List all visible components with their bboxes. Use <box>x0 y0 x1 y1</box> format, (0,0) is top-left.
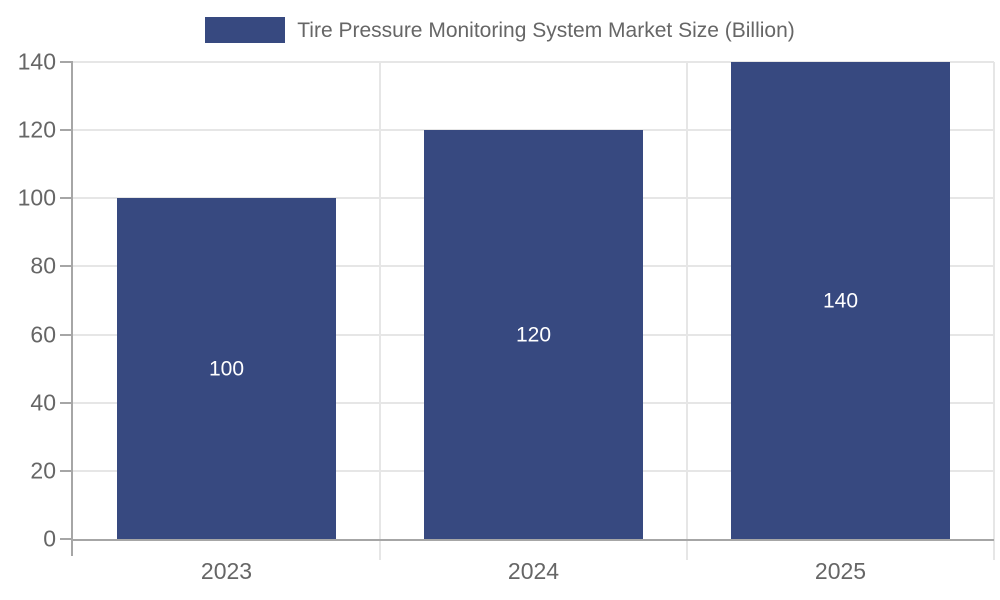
y-tick-label: 140 <box>17 48 56 75</box>
y-tick-label: 20 <box>30 457 56 484</box>
legend: Tire Pressure Monitoring System Market S… <box>0 14 1000 46</box>
y-axis-tick <box>60 61 73 63</box>
bar <box>116 198 337 539</box>
x-tick-label: 2024 <box>507 558 560 584</box>
x-tick-label: 2025 <box>814 558 867 584</box>
y-tick-label: 0 <box>43 525 56 552</box>
gridline-vertical <box>993 62 995 560</box>
x-axis-line <box>71 539 994 541</box>
y-tick-label: 60 <box>30 321 56 348</box>
gridline-vertical <box>685 62 688 560</box>
y-axis-tick <box>60 538 73 540</box>
bar <box>730 62 951 539</box>
legend-label: Tire Pressure Monitoring System Market S… <box>297 18 795 42</box>
y-tick-label: 80 <box>30 252 56 279</box>
y-axis-tick <box>60 197 73 200</box>
bar-value-label: 120 <box>515 323 552 347</box>
y-axis-tick <box>60 129 73 132</box>
y-tick-label: 40 <box>30 389 56 416</box>
gridline-horizontal <box>73 61 994 63</box>
plot-area: 0 20 40 60 80 100 120 140 100 2023 120 2024 140 2025 <box>18 50 995 583</box>
gridline-horizontal <box>73 129 994 132</box>
x-tick-label: 2023 <box>200 558 253 584</box>
legend-swatch <box>205 17 286 43</box>
y-axis-line <box>71 62 73 556</box>
y-tick-label: 100 <box>17 184 56 211</box>
y-axis-tick <box>60 265 73 268</box>
y-axis-tick <box>60 333 73 336</box>
gridline-vertical <box>378 62 381 560</box>
y-axis-tick <box>60 469 73 472</box>
bar-value-label: 140 <box>822 289 859 312</box>
bar <box>423 130 644 539</box>
y-tick-label: 120 <box>17 116 56 143</box>
y-axis-tick <box>60 401 73 404</box>
bar-value-label: 100 <box>208 357 245 381</box>
